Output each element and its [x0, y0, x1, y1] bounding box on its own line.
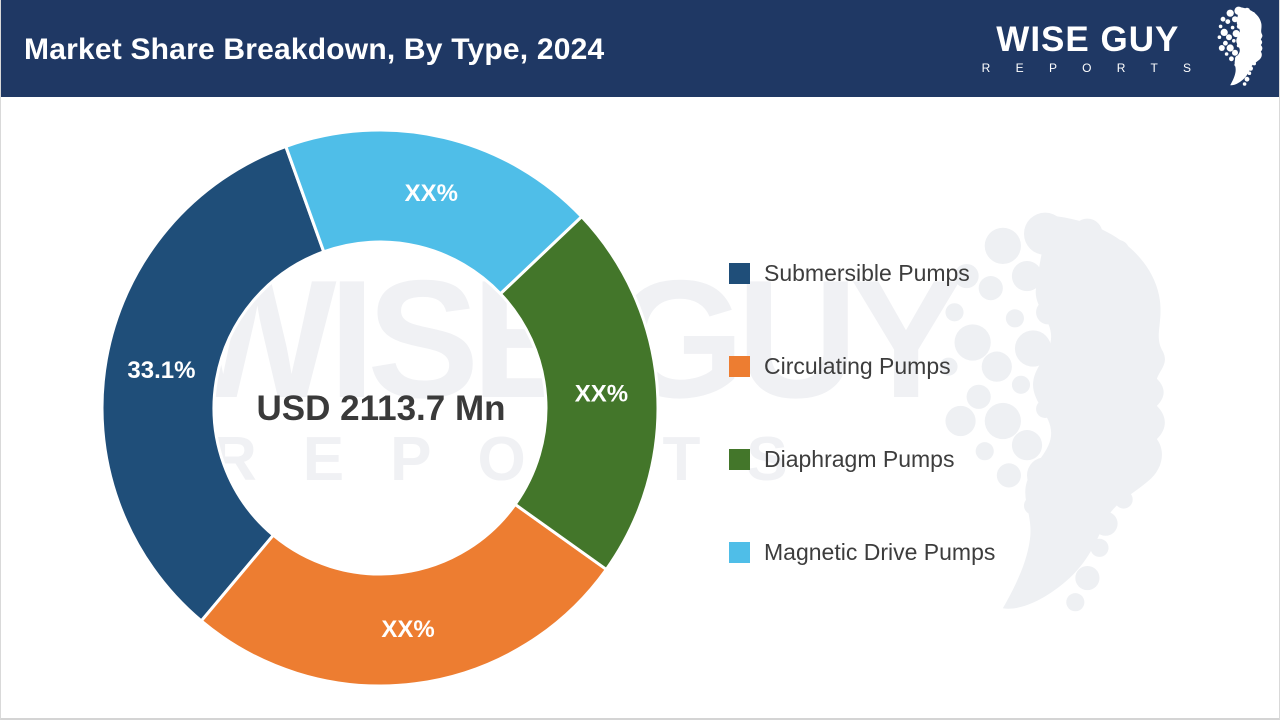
slice-percentage-label: XX% — [405, 180, 458, 207]
legend-swatch — [729, 263, 750, 284]
slice-percentage-label: 33.1% — [127, 357, 195, 384]
legend-item-circulating-pumps[interactable]: Circulating Pumps — [729, 353, 995, 380]
donut-slice-submersible-pumps[interactable] — [100, 144, 326, 623]
logo-text: WISE GUY R E P O R T S — [974, 21, 1202, 75]
donut-chart: 33.1% XX% XX% XX% USD 2113.7 Mn — [100, 128, 660, 688]
wise-guy-logo: WISE GUY R E P O R T S — [974, 6, 1266, 90]
chart-legend: Submersible Pumps Circulating Pumps Diaphr… — [729, 260, 995, 566]
donut-slice-magnetic-drive-pumps[interactable] — [284, 128, 584, 296]
logo-subtitle: R E P O R T S — [981, 60, 1202, 75]
legend-item-magnetic-drive-pumps[interactable]: Magnetic Drive Pumps — [729, 539, 995, 566]
legend-swatch — [729, 356, 750, 377]
legend-label: Circulating Pumps — [764, 353, 951, 379]
page-title: Market Share Breakdown, By Type, 2024 — [24, 33, 605, 66]
legend-label: Diaphragm Pumps — [764, 446, 955, 472]
donut-slice-circulating-pumps[interactable] — [199, 502, 608, 688]
slice-percentage-label: XX% — [381, 616, 434, 643]
slice-percentage-label: XX% — [575, 381, 628, 408]
donut-slice-diaphragm-pumps[interactable] — [498, 215, 660, 571]
legend-item-diaphragm-pumps[interactable]: Diaphragm Pumps — [729, 446, 995, 473]
chart-center-value: USD 2113.7 Mn — [257, 389, 506, 428]
legend-label: Magnetic Drive Pumps — [764, 539, 996, 565]
watermark-head-icon — [939, 212, 1165, 612]
chart-area: WISE GUY REPORTS 33.1% XX% XX% XX% USD 2113… — [0, 97, 1280, 720]
dotted-head-icon — [1217, 6, 1263, 86]
legend-swatch — [729, 542, 750, 563]
legend-swatch — [729, 449, 750, 470]
watermark-subtitle: REPORTS — [212, 425, 834, 494]
legend-label: Submersible Pumps — [764, 260, 970, 286]
logo-wordmark: WISE GUY — [996, 20, 1180, 60]
legend-item-submersible-pumps[interactable]: Submersible Pumps — [729, 260, 995, 287]
header-bar: Market Share Breakdown, By Type, 2024 WI… — [0, 0, 1280, 97]
